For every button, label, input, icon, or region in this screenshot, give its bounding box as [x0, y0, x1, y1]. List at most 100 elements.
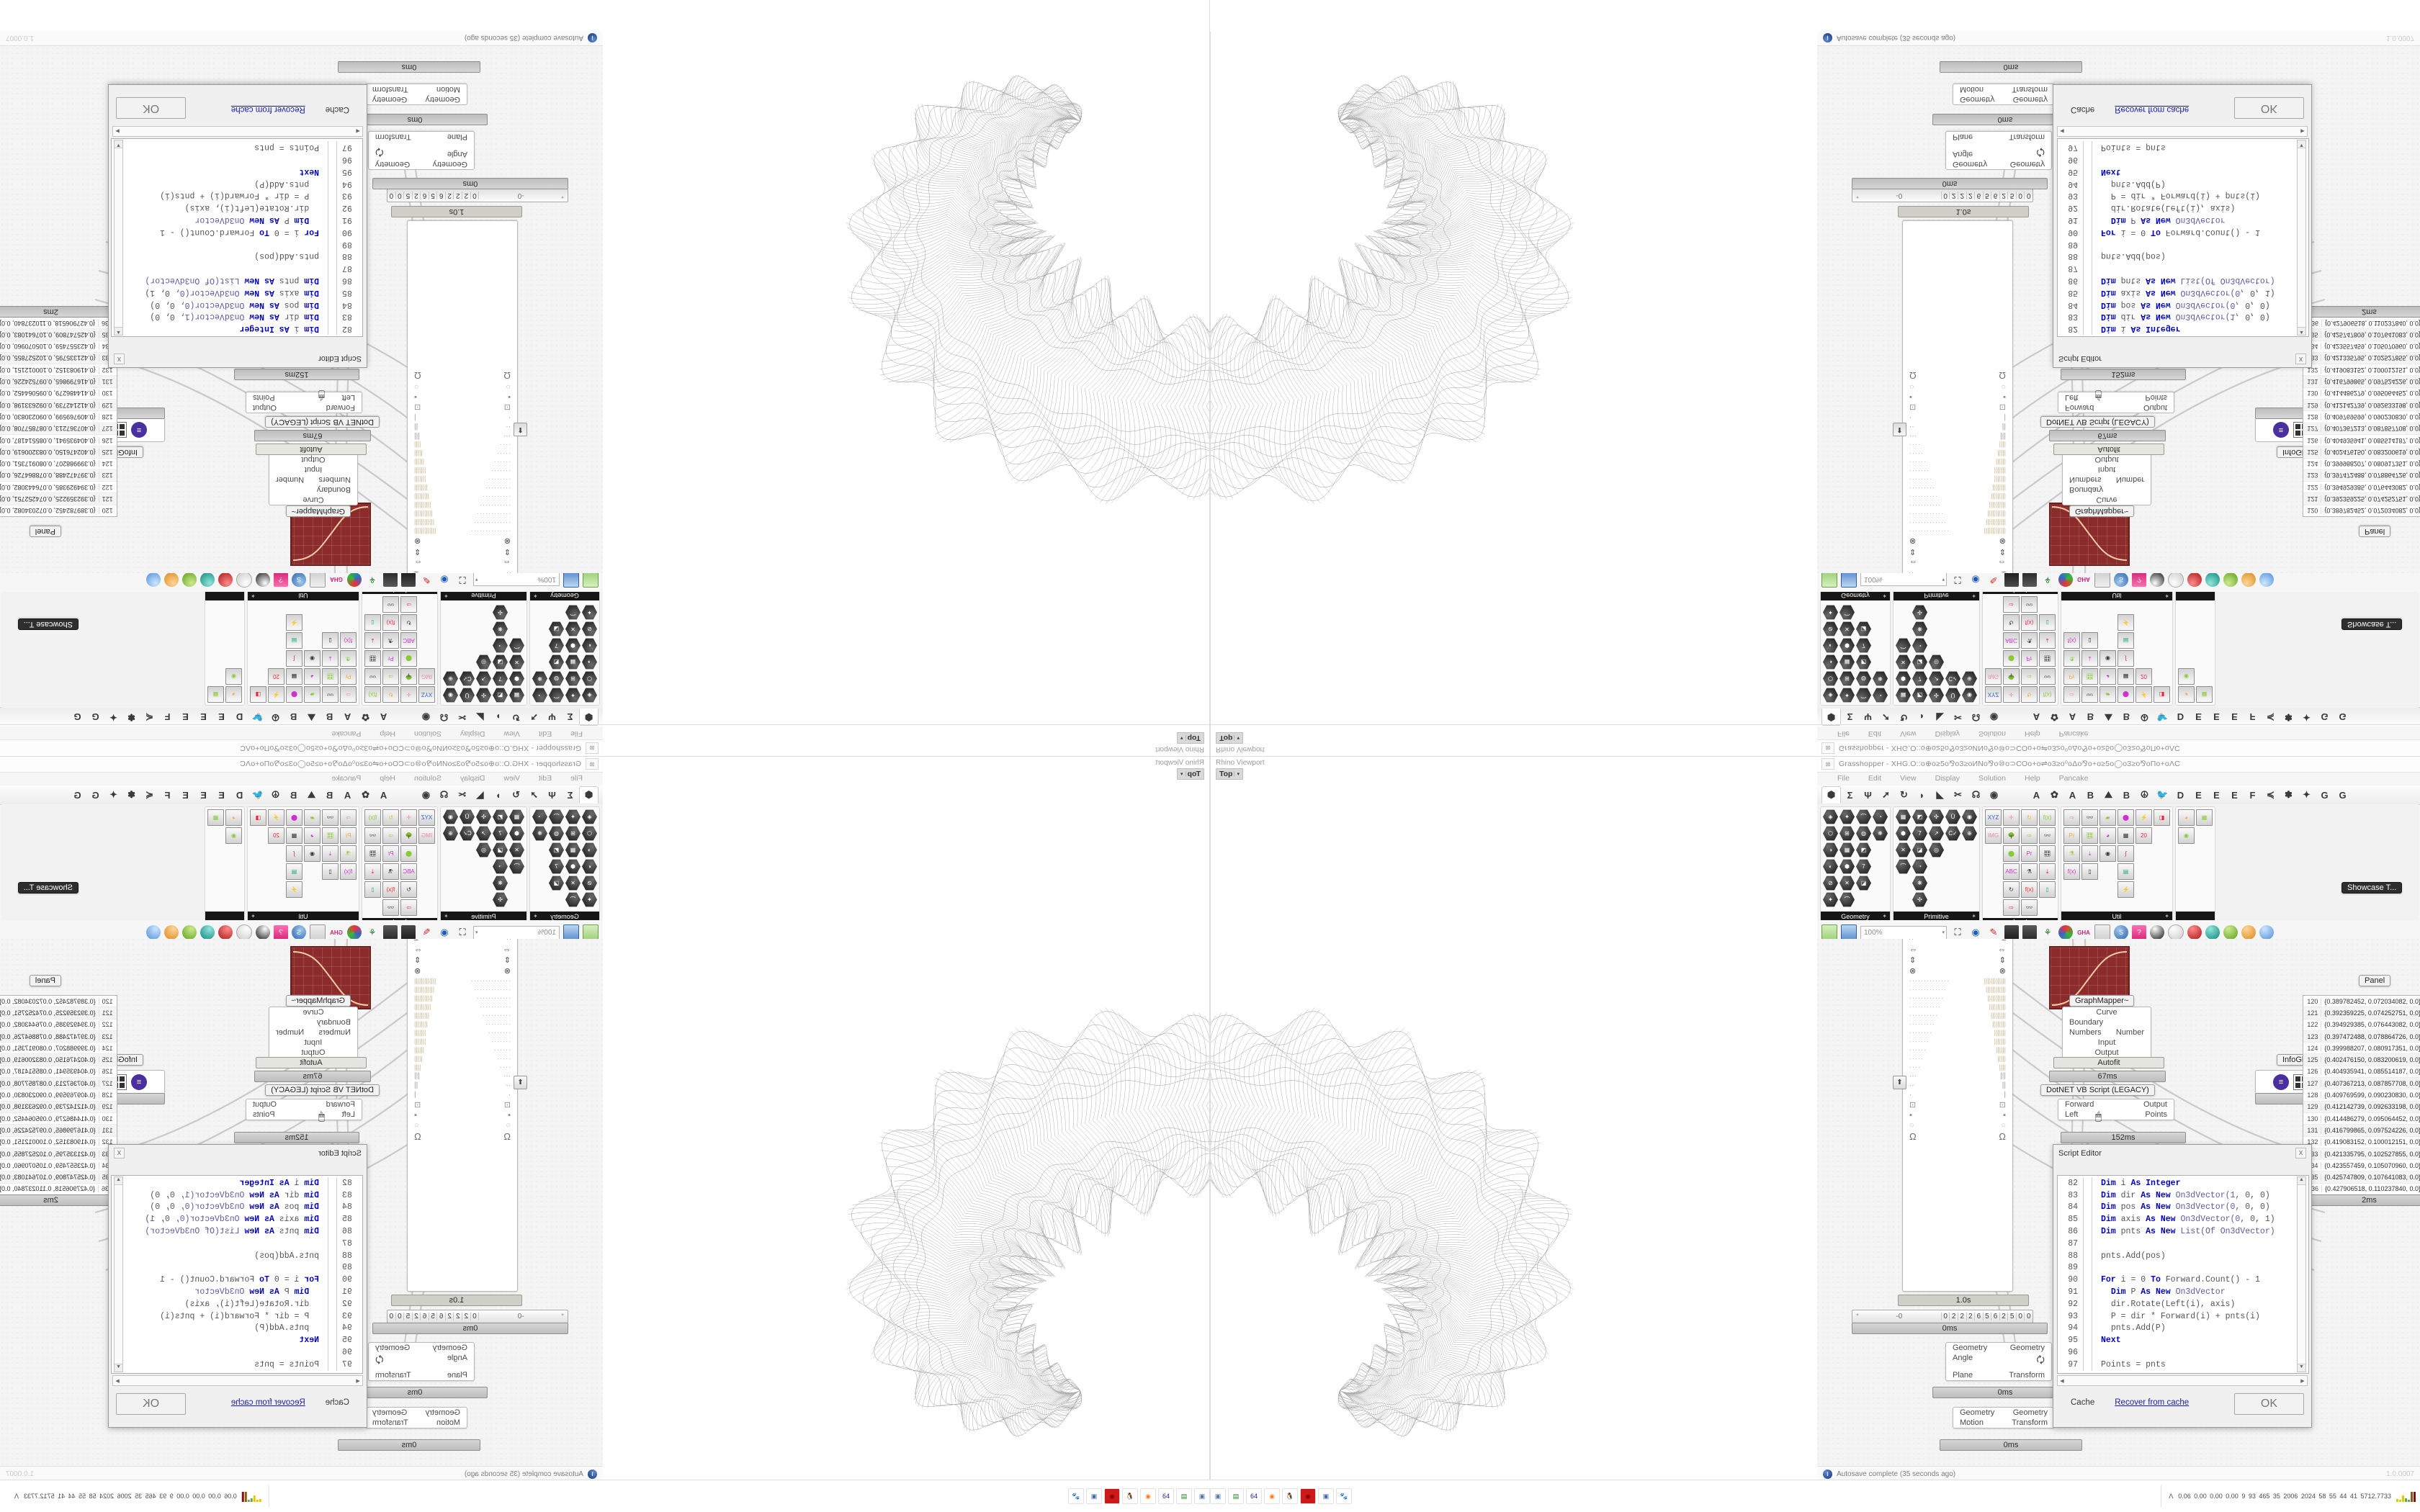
- component-icon-2-1-3[interactable]: ABC: [400, 632, 417, 649]
- gh-tab-left-3[interactable]: ➚: [1882, 789, 1890, 800]
- expand-icon[interactable]: ✦: [2164, 593, 2169, 599]
- component-icon-1-4-0[interactable]: ◉: [1962, 809, 1977, 824]
- code-hscrollbar[interactable]: ◀ ▶: [2057, 1375, 2308, 1386]
- gh-tab-left-6[interactable]: ◣: [1936, 712, 1944, 723]
- sphere-light-icon[interactable]: [236, 572, 252, 588]
- expand-icon[interactable]: ✦: [1882, 913, 1887, 919]
- component-icon-1-0-3[interactable]: ⌒: [509, 638, 524, 653]
- component-icon-3-3-1[interactable]: ▦: [2118, 668, 2134, 685]
- component-icon-1-4-1[interactable]: ⊕: [1962, 671, 1977, 686]
- ok-button[interactable]: OK: [116, 97, 187, 119]
- sphere-green-icon[interactable]: [182, 925, 197, 940]
- slider-digit-0[interactable]: 0: [470, 1313, 480, 1320]
- component-icon-1-4-0[interactable]: ◉: [443, 688, 458, 703]
- slider-digit-8[interactable]: 5: [404, 1313, 413, 1320]
- gh-tab-left-9[interactable]: ◉: [421, 712, 431, 723]
- component-icon-2-1-3[interactable]: ABC: [400, 863, 417, 880]
- glasses-equals-icon[interactable]: ≡: [2273, 1074, 2289, 1090]
- component-icon-3-1-1[interactable]: 🎛: [2081, 668, 2098, 685]
- component-icon-1-1-3[interactable]: ◔: [493, 859, 508, 874]
- component-icon-3-4-0[interactable]: ⚡: [2136, 686, 2152, 703]
- component-icon-3-2-2[interactable]: ◉: [304, 650, 321, 667]
- gh-tab-left-4[interactable]: ↻: [1900, 789, 1908, 800]
- component-icon-1-1-2[interactable]: ◪: [493, 842, 508, 858]
- component-icon-3-3-2[interactable]: ∫: [2118, 650, 2134, 667]
- component-icon-0-3-1[interactable]: ❋: [532, 671, 547, 686]
- component-icon-0-1-0[interactable]: ✦: [565, 809, 581, 824]
- gh-tab-left-9[interactable]: ◉: [421, 789, 431, 800]
- gh-tab-right-1[interactable]: ✿: [2051, 789, 2058, 800]
- viewport-view-selector[interactable]: Top ▾: [1216, 768, 1243, 780]
- forward-left-component[interactable]: Forward Output Left Points: [246, 392, 362, 413]
- gh-tab-right-3[interactable]: B: [326, 711, 333, 723]
- component-icon-3-3-4[interactable]: ⚡: [2118, 614, 2134, 631]
- component-icon-1-3-1[interactable]: C✓: [1945, 671, 1960, 686]
- component-icon-2-1-1[interactable]: 🌳: [400, 668, 417, 685]
- gh-tab-left-7[interactable]: ✂: [1954, 712, 1962, 723]
- slider-digit-0[interactable]: 0: [1940, 192, 1950, 199]
- move-caption[interactable]: 0ms: [338, 1439, 480, 1451]
- preview-eye-icon[interactable]: ◉: [440, 927, 449, 937]
- panel-component[interactable]: 120 {0.389782452, 0.072034082, 0.0} 121 {0.…: [0, 316, 117, 517]
- script-editor-code-area[interactable]: 82 Dim i As Integer 83 Dim dir As New On3dV…: [2057, 138, 2309, 337]
- scroll-down-icon[interactable]: ▼: [115, 1364, 122, 1372]
- axes-icon[interactable]: ⚘: [2043, 575, 2052, 585]
- sphere-red-icon[interactable]: [218, 572, 233, 587]
- panel-caption[interactable]: 2ms: [0, 306, 117, 318]
- component-icon-0-2-0[interactable]: ⌒: [549, 809, 564, 824]
- component-icon-3-3-0[interactable]: ⬤: [2118, 686, 2134, 703]
- gh-tab-right-11[interactable]: E: [2231, 789, 2238, 801]
- component-icon-0-1-3[interactable]: ⬢: [565, 859, 581, 874]
- component-icon-1-2-2[interactable]: ◎: [476, 654, 491, 670]
- component-icon-3-2-1[interactable]: ◕: [2099, 668, 2116, 685]
- zoom-level-input[interactable]: 100% ▾: [473, 572, 560, 587]
- cache-button[interactable]: Cache: [2071, 105, 2095, 114]
- component-icon-2-2-5[interactable]: 👓: [2021, 596, 2038, 613]
- slider-digit-9[interactable]: 0: [2015, 192, 2025, 199]
- grasshopper-tabstrip[interactable]: ⬢ Σ Ψ ➚ ↻ ◗ ◣ ✂ ☊ ◉ A ✿ A B ⛰ B ☮ 🐦 D E E E F ≼ ✽ ✦ G G: [0, 786, 603, 805]
- component-icon-1-4-1[interactable]: ⊕: [1962, 826, 1977, 841]
- component-icon-0-2-2[interactable]: ◩: [1856, 842, 1871, 858]
- component-icon-2-1-0[interactable]: ✛: [2003, 686, 2020, 703]
- gh-tab-right-7[interactable]: 🐦: [2156, 789, 2169, 800]
- component-icon-2-3-3[interactable]: ⤓: [2039, 863, 2056, 880]
- slider-digit-4[interactable]: 6: [437, 192, 446, 199]
- component-icon-2-2-0[interactable]: ↻: [382, 809, 399, 826]
- component-icon-4-0-1[interactable]: ◉: [2178, 827, 2195, 844]
- sphere-light-icon[interactable]: [236, 924, 252, 940]
- component-icon-2-0-1[interactable]: IMG: [1985, 668, 2002, 685]
- panel-caption[interactable]: 2ms: [2303, 306, 2420, 318]
- script-editor-code-area[interactable]: 82 Dim i As Integer 83 Dim dir As New On3dV…: [111, 138, 363, 337]
- sphere-dark-icon[interactable]: [2150, 572, 2164, 587]
- component-icon-0-2-1[interactable]: ◍: [1856, 671, 1871, 686]
- slider-digit-8[interactable]: 5: [2007, 192, 2016, 199]
- component-icon-0-0-1[interactable]: ⬡: [1823, 671, 1838, 686]
- gh-tab-right-10[interactable]: E: [2213, 711, 2220, 723]
- slider-digit-5[interactable]: 5: [429, 192, 438, 199]
- zoom-extents-icon[interactable]: ⛶: [1954, 927, 1961, 937]
- component-icon-1-1-5[interactable]: ✣: [1912, 892, 1927, 907]
- grasshopper-tabstrip[interactable]: ⬢ Σ Ψ ➚ ↻ ◗ ◣ ✂ ☊ ◉ A ✿ A B ⛰ B ☮ 🐦 D E E E F ≼ ✽ ✦ G G: [1817, 786, 2420, 805]
- component-icon-2-3-2[interactable]: 🎛: [2039, 650, 2056, 667]
- script-editor-code-area[interactable]: 82 Dim i As Integer 83 Dim dir As New On3dV…: [2057, 1175, 2309, 1374]
- gh-tab-right-4[interactable]: ⛰: [2105, 712, 2112, 723]
- gh-tab-left-4[interactable]: ↻: [512, 712, 520, 723]
- search-icon[interactable]: S: [292, 925, 306, 940]
- sphere-light-icon[interactable]: [2168, 924, 2184, 940]
- component-icon-0-2-4[interactable]: ◪: [549, 876, 564, 891]
- menu-display[interactable]: Display: [1935, 774, 1960, 783]
- code-vscrollbar[interactable]: ▲ ▼: [114, 140, 123, 336]
- gh-tab-right-1[interactable]: ✿: [362, 789, 369, 800]
- gh-tab-left-1[interactable]: Σ: [1847, 789, 1853, 801]
- slider-digit-7[interactable]: 2: [412, 1313, 421, 1320]
- component-icon-1-0-0[interactable]: ▦: [1896, 809, 1911, 824]
- component-icon-0-0-5[interactable]: ✦: [1823, 892, 1838, 907]
- menu-file[interactable]: File: [1837, 729, 1850, 738]
- close-icon[interactable]: X: [2295, 1148, 2306, 1158]
- cat-icon[interactable]: 🐾: [1068, 1488, 1084, 1504]
- component-icon-3-0-2[interactable]: ⚗: [2063, 845, 2080, 862]
- component-icon-2-2-2[interactable]: Pr: [2021, 650, 2038, 667]
- move-caption[interactable]: 0ms: [1940, 61, 2082, 73]
- component-icon-0-2-0[interactable]: ⌒: [549, 688, 564, 703]
